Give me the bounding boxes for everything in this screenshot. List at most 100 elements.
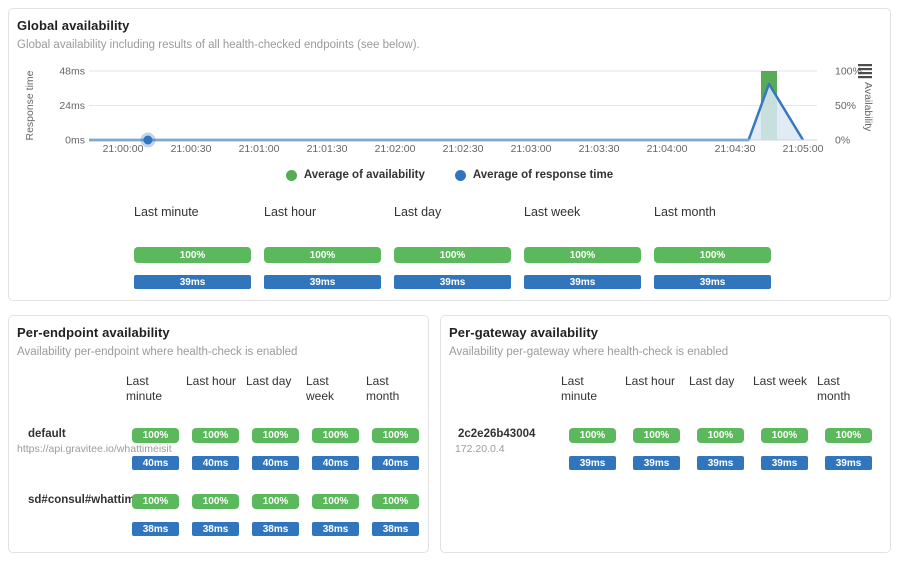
legend-marker-dot bbox=[286, 170, 297, 181]
response-time-badge: 40ms bbox=[132, 456, 179, 470]
availability-badge: 100% bbox=[192, 494, 239, 509]
response-time-badge: 39ms bbox=[697, 456, 744, 470]
panel-subtitle: Global availability including results of… bbox=[17, 39, 876, 51]
availability-badge: 100% bbox=[312, 494, 359, 509]
stat-column: Last hour 100% 39ms bbox=[264, 205, 381, 289]
response-time-badge: 39ms bbox=[825, 456, 872, 470]
endpoint-name: sd#consul#whattimeisit bbox=[17, 494, 122, 506]
y-right-tick-label: 100% bbox=[835, 66, 862, 78]
header-spacer bbox=[455, 374, 561, 404]
availability-badge: 100% bbox=[132, 428, 179, 443]
availability-badge: 100% bbox=[569, 428, 616, 443]
response-time-badge: 39ms bbox=[633, 456, 680, 470]
gateway-cell: 2c2e26b43004172.20.0.4 bbox=[455, 428, 561, 470]
panel-subtitle: Availability per-gateway where health-ch… bbox=[449, 346, 876, 358]
endpoint-name: default bbox=[17, 428, 122, 440]
y-left-tick-label: 24ms bbox=[59, 100, 85, 112]
period-metrics-cell: 100% 39ms bbox=[753, 428, 817, 470]
period-metrics-cell: 100%38ms bbox=[366, 494, 426, 536]
availability-badge: 100% bbox=[372, 428, 419, 443]
response-time-area bbox=[89, 84, 803, 140]
availability-badge: 100% bbox=[312, 428, 359, 443]
legend-item-availability[interactable]: Average of availability bbox=[286, 169, 425, 181]
column-header-last-hour: Last hour bbox=[186, 374, 246, 404]
response-time-badge: 40ms bbox=[372, 456, 419, 470]
stat-period-label: Last minute bbox=[134, 205, 251, 219]
y-right-axis-title: Availability bbox=[862, 82, 874, 132]
chart-legend: Average of availability Average of respon… bbox=[9, 169, 890, 181]
response-time-badge: 38ms bbox=[132, 522, 179, 536]
availability-badge: 100% bbox=[524, 247, 641, 263]
x-axis-tick-label: 21:02:30 bbox=[443, 143, 484, 155]
column-header-last-week: Last week bbox=[753, 374, 817, 404]
period-metrics-cell: 100% 38ms bbox=[246, 494, 306, 536]
table-row: defaulthttps://api.gravitee.io/whattimei… bbox=[9, 428, 428, 470]
column-header-last-month: Last month bbox=[817, 374, 881, 404]
stat-period-label: Last week bbox=[524, 205, 641, 219]
response-time-badge: 40ms bbox=[192, 456, 239, 470]
per-endpoint-availability-panel: Per-endpoint availability Availability p… bbox=[8, 315, 429, 553]
health-check-chart: 21:00:0021:00:3021:01:0021:01:3021:02:00… bbox=[9, 56, 890, 156]
x-axis-tick-label: 21:00:30 bbox=[171, 143, 212, 155]
legend-marker-dot bbox=[455, 170, 466, 181]
x-axis-tick-label: 21:01:30 bbox=[307, 143, 348, 155]
response-time-badge: 38ms bbox=[372, 522, 419, 536]
availability-badge: 100% bbox=[761, 428, 808, 443]
period-metrics-cell: 100%38ms bbox=[186, 494, 246, 536]
availability-badge: 100% bbox=[697, 428, 744, 443]
x-axis-tick-label: 21:00:00 bbox=[103, 143, 144, 155]
stat-period-label: Last hour bbox=[264, 205, 381, 219]
y-right-tick-label: 50% bbox=[835, 100, 856, 112]
hamburger-bar bbox=[858, 76, 872, 78]
hamburger-bar bbox=[858, 72, 872, 74]
period-metrics-cell: 100%38ms bbox=[126, 494, 186, 536]
header-spacer bbox=[17, 374, 126, 404]
gateway-address: 172.20.0.4 bbox=[455, 443, 557, 455]
response-time-badge: 40ms bbox=[252, 456, 299, 470]
availability-badge: 100% bbox=[633, 428, 680, 443]
global-availability-panel: Global availability Global availability … bbox=[8, 8, 891, 301]
per-gateway-availability-panel: Per-gateway availability Availability pe… bbox=[440, 315, 891, 553]
response-time-badge: 38ms bbox=[312, 522, 359, 536]
availability-badge: 100% bbox=[192, 428, 239, 443]
table-row: 2c2e26b43004172.20.0.4100%39ms100%39ms10… bbox=[441, 428, 890, 470]
response-time-badge: 38ms bbox=[252, 522, 299, 536]
x-axis-tick-label: 21:03:00 bbox=[511, 143, 552, 155]
table-header-row: Last minuteLast hourLast dayLast weekLas… bbox=[441, 374, 890, 404]
stat-column: Last month100%39ms bbox=[654, 205, 771, 289]
legend-item-response-time[interactable]: Average of response time bbox=[455, 169, 613, 181]
legend-label: Average of availability bbox=[304, 169, 425, 181]
period-metrics-cell: 100% 38ms bbox=[306, 494, 366, 536]
table-row: sd#consul#whattimeisit 100% 38ms 100% 38ms 10… bbox=[9, 494, 428, 536]
response-time-badge: 39ms bbox=[761, 456, 808, 470]
stat-period-label: Last month bbox=[654, 205, 771, 219]
availability-badge: 100% bbox=[134, 247, 251, 263]
column-header-last-minute: Last minute bbox=[561, 374, 625, 404]
period-metrics-cell: 100% 39ms bbox=[625, 428, 689, 470]
y-left-tick-label: 0ms bbox=[65, 135, 85, 147]
response-time-badge: 39ms bbox=[394, 275, 511, 289]
availability-badge: 100% bbox=[252, 428, 299, 443]
hamburger-bar bbox=[858, 68, 872, 70]
panel-title: Per-endpoint availability bbox=[17, 325, 414, 340]
availability-badge: 100% bbox=[252, 494, 299, 509]
period-metrics-cell: 100% 40ms bbox=[366, 428, 426, 470]
period-metrics-cell: 100% 39ms bbox=[561, 428, 625, 470]
data-point-marker[interactable] bbox=[143, 136, 152, 145]
availability-badge: 100% bbox=[825, 428, 872, 443]
period-metrics-cell: 100% 40ms bbox=[126, 428, 186, 470]
stat-column: Last minute100%39ms bbox=[134, 205, 251, 289]
response-time-badge: 39ms bbox=[569, 456, 616, 470]
availability-badge: 100% bbox=[264, 247, 381, 263]
x-axis-tick-label: 21:03:30 bbox=[579, 143, 620, 155]
y-left-axis-title: Response time bbox=[24, 70, 36, 140]
x-axis-tick-label: 21:02:00 bbox=[375, 143, 416, 155]
column-header-last-day: Last day bbox=[246, 374, 306, 404]
gateway-availability-table: Last minuteLast hourLast dayLast weekLas… bbox=[441, 374, 890, 470]
response-time-badge: 39ms bbox=[654, 275, 771, 289]
response-time-badge: 40ms bbox=[312, 456, 359, 470]
panel-subtitle: Availability per-endpoint where health-c… bbox=[17, 346, 414, 358]
chart-svg: 21:00:0021:00:3021:01:0021:01:3021:02:00… bbox=[9, 56, 890, 156]
column-header-last-minute: Last minute bbox=[126, 374, 186, 404]
response-time-badge: 39ms bbox=[264, 275, 381, 289]
